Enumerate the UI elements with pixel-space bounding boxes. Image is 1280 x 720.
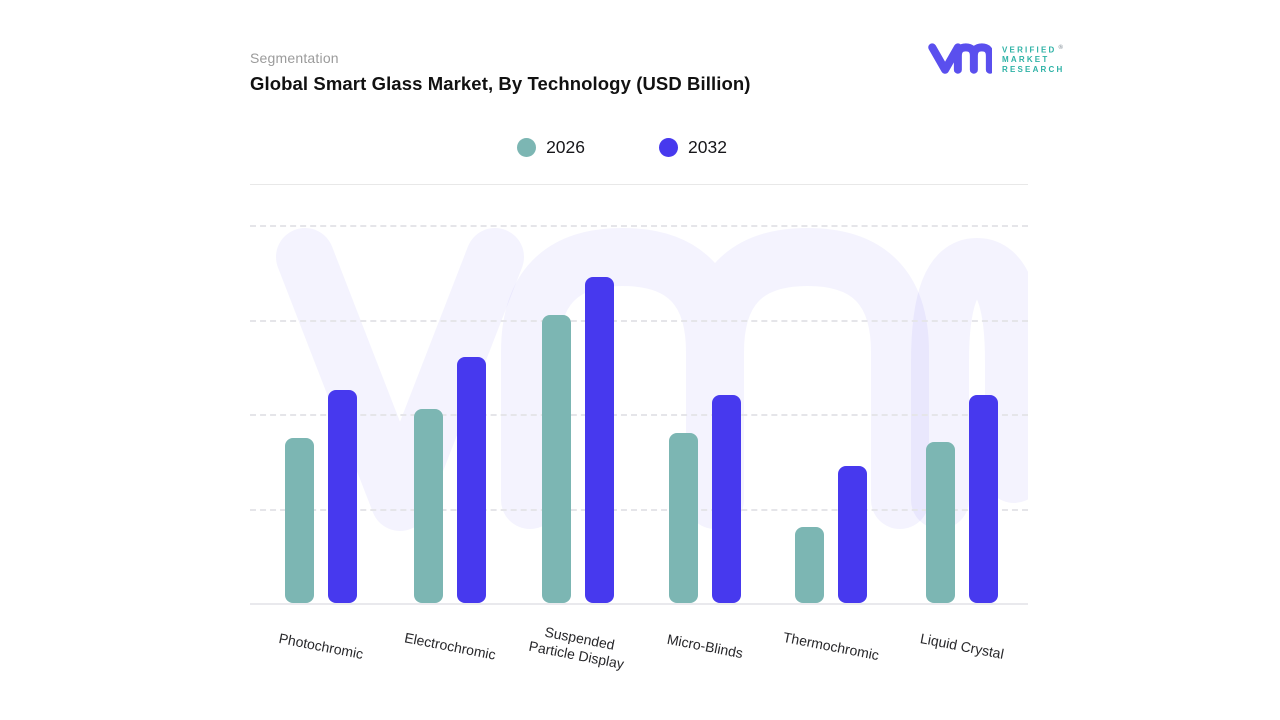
- header-divider: [250, 184, 1028, 185]
- gridline: [250, 508, 1028, 511]
- bar-2026-thermochromic: [795, 527, 824, 603]
- bar-2032-thermochromic: [838, 465, 867, 603]
- vmr-logo: VERIFIED ® MARKET RESEARCH: [928, 42, 1065, 74]
- legend-dot-icon: [659, 138, 678, 157]
- vmr-monogram-icon: [928, 43, 992, 74]
- bar-2032-suspended-particle-display: [584, 276, 614, 603]
- registered-trademark: ®: [1058, 45, 1063, 51]
- bar-2026-suspended-particle-display: [541, 314, 571, 603]
- legend-dot-icon: [517, 138, 537, 157]
- gridline: [250, 319, 1028, 322]
- chart-legend: 2026 2032: [233, 137, 1011, 158]
- bar-2026-electrochromic: [413, 409, 443, 603]
- gridline: [250, 414, 1028, 416]
- legend-label: 2032: [688, 137, 727, 157]
- brand-line-1: VERIFIED: [1002, 45, 1057, 55]
- bar-2026-liquid-crystal: [925, 442, 955, 603]
- brand-wordmark: VERIFIED ® MARKET RESEARCH: [1002, 44, 1065, 74]
- legend-item-2026: 2026: [517, 137, 585, 158]
- bar-2032-micro-blinds: [711, 395, 741, 603]
- gridline: [250, 225, 1028, 227]
- vmr-watermark: [276, 228, 1028, 531]
- chart-title: Global Smart Glass Market, By Technology…: [250, 73, 751, 94]
- brand-line-3: RESEARCH: [1002, 64, 1065, 74]
- bar-2032-liquid-crystal: [968, 395, 998, 603]
- legend-label: 2026: [546, 137, 585, 157]
- bar-2026-photochromic: [285, 437, 314, 603]
- eyebrow-label: Segmentation: [250, 50, 339, 66]
- brand-line-2: MARKET: [1002, 55, 1050, 65]
- bar-2026-micro-blinds: [668, 432, 698, 603]
- bar-2032-photochromic: [328, 390, 357, 603]
- legend-item-2032: 2032: [659, 137, 727, 158]
- x-axis-line: [250, 603, 1028, 605]
- bar-2032-electrochromic: [456, 357, 486, 603]
